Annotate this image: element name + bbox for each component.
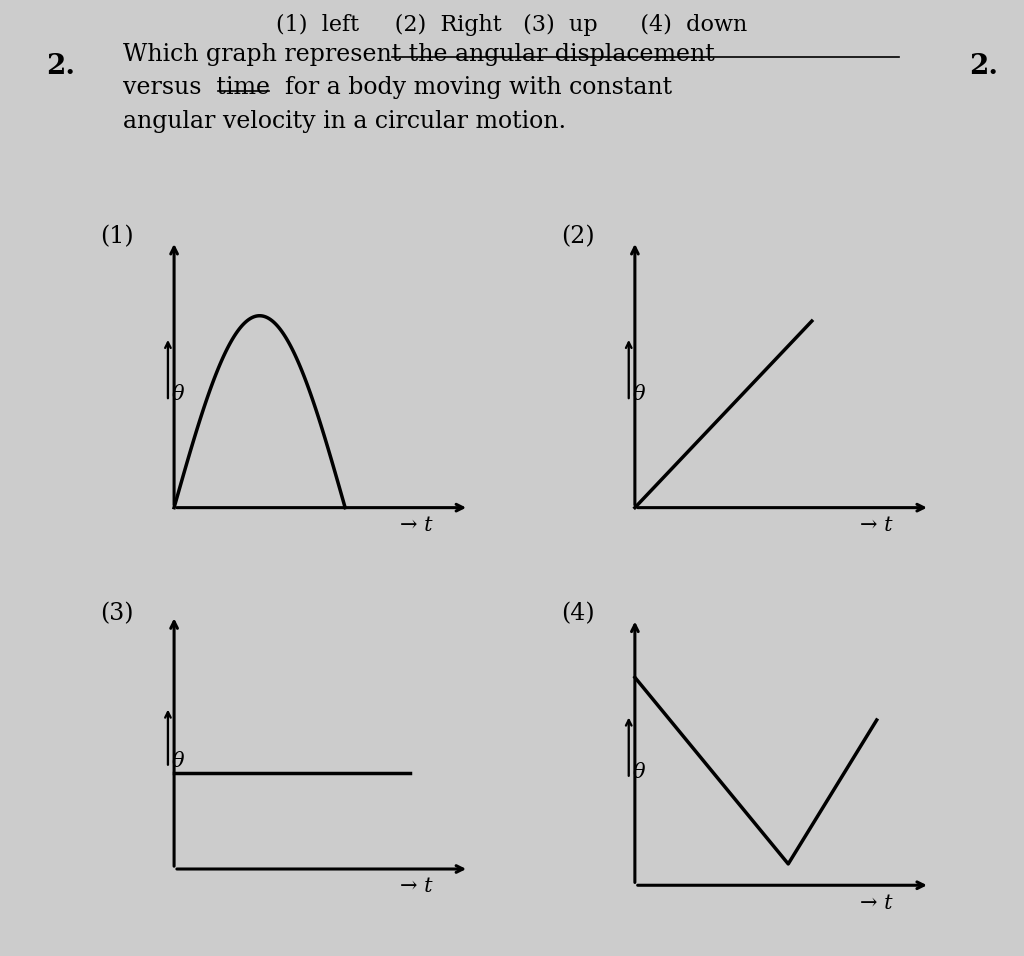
Text: (4): (4): [561, 602, 595, 625]
Text: θ: θ: [172, 752, 184, 771]
Text: 2.: 2.: [970, 53, 998, 79]
Text: → t: → t: [860, 516, 893, 535]
Text: → t: → t: [399, 878, 432, 897]
Text: angular velocity in a circular motion.: angular velocity in a circular motion.: [123, 110, 566, 133]
Text: (2): (2): [561, 225, 595, 248]
Text: (1): (1): [100, 225, 134, 248]
Text: (1)  left     (2)  Right   (3)  up      (4)  down: (1) left (2) Right (3) up (4) down: [276, 14, 748, 36]
Text: θ: θ: [633, 763, 645, 782]
Text: versus  time  for a body moving with constant: versus time for a body moving with const…: [123, 76, 672, 99]
Text: 2.: 2.: [46, 53, 75, 79]
Text: θ: θ: [633, 385, 645, 404]
Text: Which graph represent the angular displacement: Which graph represent the angular displa…: [123, 43, 715, 66]
Text: → t: → t: [860, 894, 893, 913]
Text: → t: → t: [399, 516, 432, 535]
Text: θ: θ: [172, 385, 184, 404]
Text: (3): (3): [100, 602, 134, 625]
